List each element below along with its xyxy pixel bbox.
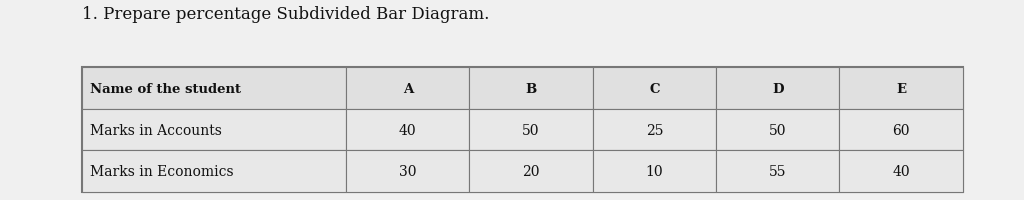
Text: 40: 40: [892, 164, 909, 178]
Text: 55: 55: [769, 164, 786, 178]
Text: B: B: [525, 82, 537, 95]
Bar: [716, 109, 840, 151]
Bar: [346, 151, 469, 192]
Text: 1. Prepare percentage Subdivided Bar Diagram.: 1. Prepare percentage Subdivided Bar Dia…: [82, 6, 489, 23]
Bar: [82, 151, 346, 192]
Bar: [593, 68, 716, 109]
Bar: [82, 109, 346, 151]
Bar: [346, 109, 469, 151]
Text: 25: 25: [645, 123, 664, 137]
Text: E: E: [896, 82, 906, 95]
Text: 40: 40: [399, 123, 417, 137]
Text: 50: 50: [769, 123, 786, 137]
Text: 60: 60: [892, 123, 909, 137]
Text: 10: 10: [645, 164, 664, 178]
Text: 30: 30: [399, 164, 417, 178]
Text: A: A: [402, 82, 413, 95]
Bar: [593, 109, 716, 151]
Bar: [82, 68, 346, 109]
Bar: [593, 151, 716, 192]
Bar: [469, 109, 593, 151]
Bar: [82, 68, 963, 192]
Bar: [840, 151, 963, 192]
Bar: [469, 151, 593, 192]
Text: C: C: [649, 82, 659, 95]
Text: Marks in Economics: Marks in Economics: [90, 164, 233, 178]
Text: Name of the student: Name of the student: [90, 82, 241, 95]
Bar: [716, 151, 840, 192]
Bar: [840, 68, 963, 109]
Bar: [346, 68, 469, 109]
Bar: [840, 109, 963, 151]
Bar: [716, 68, 840, 109]
Text: 20: 20: [522, 164, 540, 178]
Text: D: D: [772, 82, 783, 95]
Text: Marks in Accounts: Marks in Accounts: [90, 123, 222, 137]
Bar: [469, 68, 593, 109]
Text: 50: 50: [522, 123, 540, 137]
